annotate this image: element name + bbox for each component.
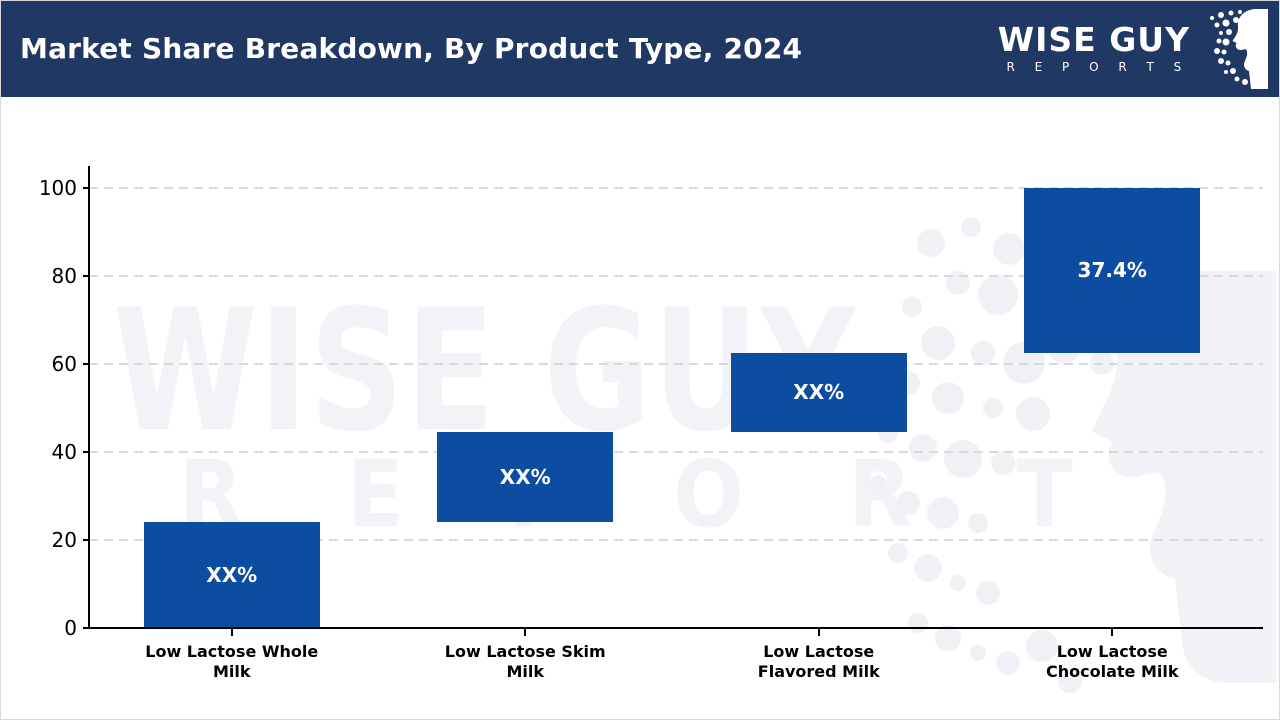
y-tick-mark (83, 275, 90, 277)
brand-logo: WISE GUY R E P O R T S (997, 8, 1268, 89)
x-tick-mark (1111, 629, 1114, 636)
bar-segment-3: XX% (730, 352, 907, 432)
brand-logo-text: WISE GUY R E P O R T S (997, 20, 1190, 75)
y-tick-mark (83, 539, 90, 541)
bar-value-label: XX% (206, 563, 258, 588)
y-tick-label: 60 (51, 352, 77, 376)
brand-name: WISE GUY (997, 20, 1190, 59)
header-bar: Market Share Breakdown, By Product Type,… (1, 1, 1279, 97)
bar-segment-4: 37.4% (1024, 188, 1201, 353)
y-tick-mark (83, 627, 90, 629)
watermark-reports-text: R E P O R T S (179, 441, 1275, 548)
x-axis-line (88, 627, 1263, 629)
y-tick-label: 0 (64, 616, 77, 640)
bar-segment-1: XX% (143, 522, 320, 628)
gridline-60 (89, 363, 1263, 365)
bar-segment-2: XX% (437, 431, 614, 523)
category-label-4: Low Lactose Chocolate Milk (1046, 642, 1179, 681)
brand-face-icon (1210, 8, 1268, 89)
y-tick-label: 80 (51, 264, 77, 288)
bar-value-label: XX% (499, 465, 551, 490)
gridline-100 (89, 187, 1263, 189)
brand-subtitle: R E P O R T S (1006, 60, 1190, 74)
gridline-20 (89, 539, 1263, 541)
y-axis-line (88, 166, 90, 629)
category-label-1: Low Lactose Whole Milk (145, 642, 319, 681)
x-tick-mark (524, 629, 527, 636)
x-tick-mark (817, 629, 820, 636)
page-title: Market Share Breakdown, By Product Type,… (20, 32, 803, 65)
y-tick-label: 20 (51, 528, 77, 552)
x-tick-mark (230, 629, 233, 636)
category-label-3: Low Lactose Flavored Milk (757, 642, 880, 681)
y-tick-label: 100 (38, 176, 77, 200)
y-tick-mark (83, 363, 90, 365)
y-tick-label: 40 (51, 440, 77, 464)
bar-value-label: 37.4% (1077, 258, 1147, 283)
y-tick-mark (83, 187, 90, 189)
bar-value-label: XX% (793, 380, 845, 405)
gridline-40 (89, 451, 1263, 453)
y-tick-mark (83, 451, 90, 453)
gridline-80 (89, 275, 1263, 277)
category-label-2: Low Lactose Skim Milk (444, 642, 606, 681)
